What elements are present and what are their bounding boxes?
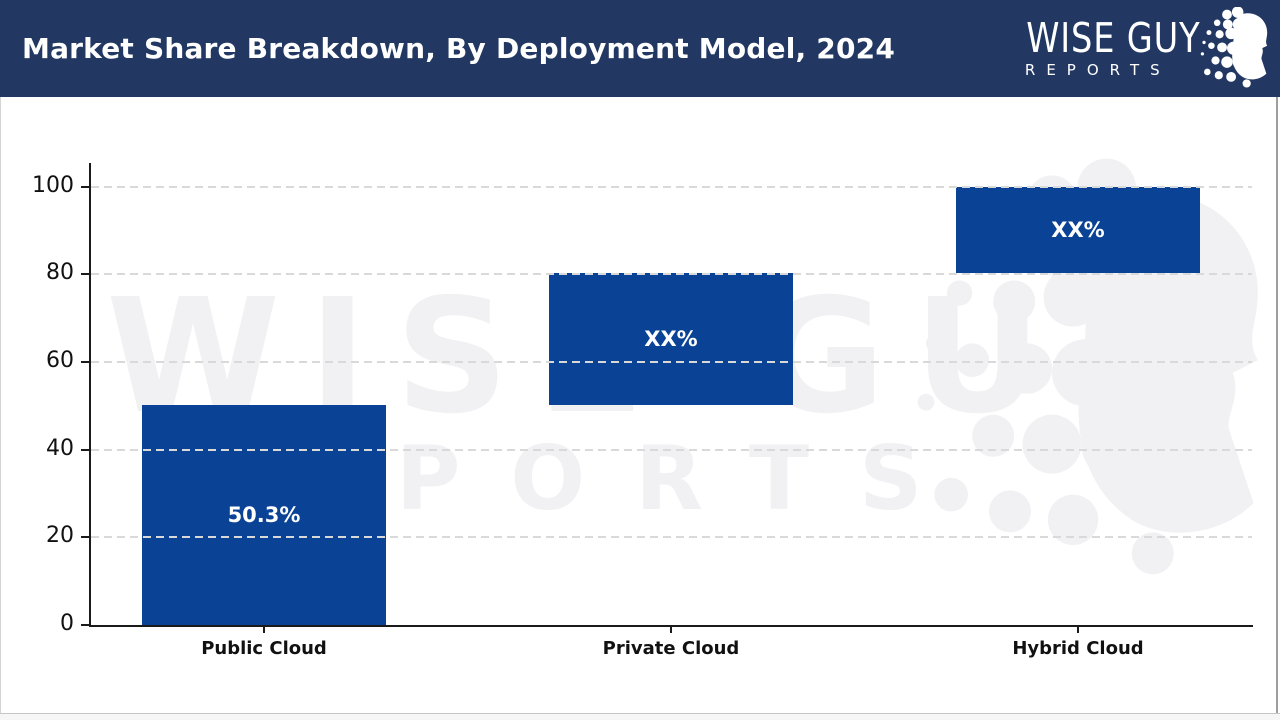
y-tick-mark: [81, 361, 90, 364]
bar-value-label: 50.3%: [227, 502, 301, 527]
category-label: Public Cloud: [201, 638, 327, 659]
bar: [142, 404, 386, 625]
gridline: [91, 536, 1252, 539]
y-tick-mark: [81, 185, 90, 188]
category-label: Private Cloud: [602, 638, 740, 659]
bar-value-label: XX%: [1051, 217, 1105, 242]
y-axis-spine: [89, 163, 91, 625]
left-border: [0, 97, 1, 714]
y-tick-mark: [81, 448, 90, 451]
gridline: [91, 185, 1252, 188]
bar-value-label: XX%: [644, 326, 698, 351]
header-banner: Market Share Breakdown, By Deployment Mo…: [0, 0, 1280, 97]
category-label: Hybrid Cloud: [1012, 638, 1144, 659]
logo-wordmark: WISE GUY REPORTS: [988, 14, 1200, 80]
x-tick-mark: [1077, 626, 1079, 633]
bar: [956, 186, 1200, 274]
y-tick-label: 40: [46, 435, 74, 461]
gridline: [91, 361, 1252, 364]
y-tick-label: 80: [46, 260, 74, 286]
y-tick-mark: [81, 624, 90, 626]
logo-face-icon: [1200, 6, 1268, 88]
x-tick-mark: [263, 626, 265, 633]
page-title: Market Share Breakdown, By Deployment Mo…: [22, 32, 896, 65]
x-tick-mark: [670, 626, 672, 633]
y-tick-label: 0: [60, 611, 74, 636]
y-tick-label: 60: [46, 348, 74, 374]
right-border: [1276, 97, 1278, 714]
logo-wordmark-line2: REPORTS: [1024, 61, 1171, 79]
chart-plot-area: WISE GUY REPORTS 0 20 40 60 80 100 50.3% Public…: [0, 97, 1280, 714]
y-tick-label: 20: [46, 523, 74, 549]
gridline: [91, 273, 1252, 276]
logo-wordmark-line1: WISE GUY: [1025, 14, 1200, 62]
gridline: [91, 448, 1252, 451]
bottom-border: [0, 713, 1280, 720]
y-tick-mark: [81, 536, 90, 539]
y-tick-label: 100: [32, 172, 74, 198]
brand-logo: WISE GUY REPORTS: [988, 6, 1268, 91]
bar: [549, 273, 793, 405]
y-tick-mark: [81, 273, 90, 276]
